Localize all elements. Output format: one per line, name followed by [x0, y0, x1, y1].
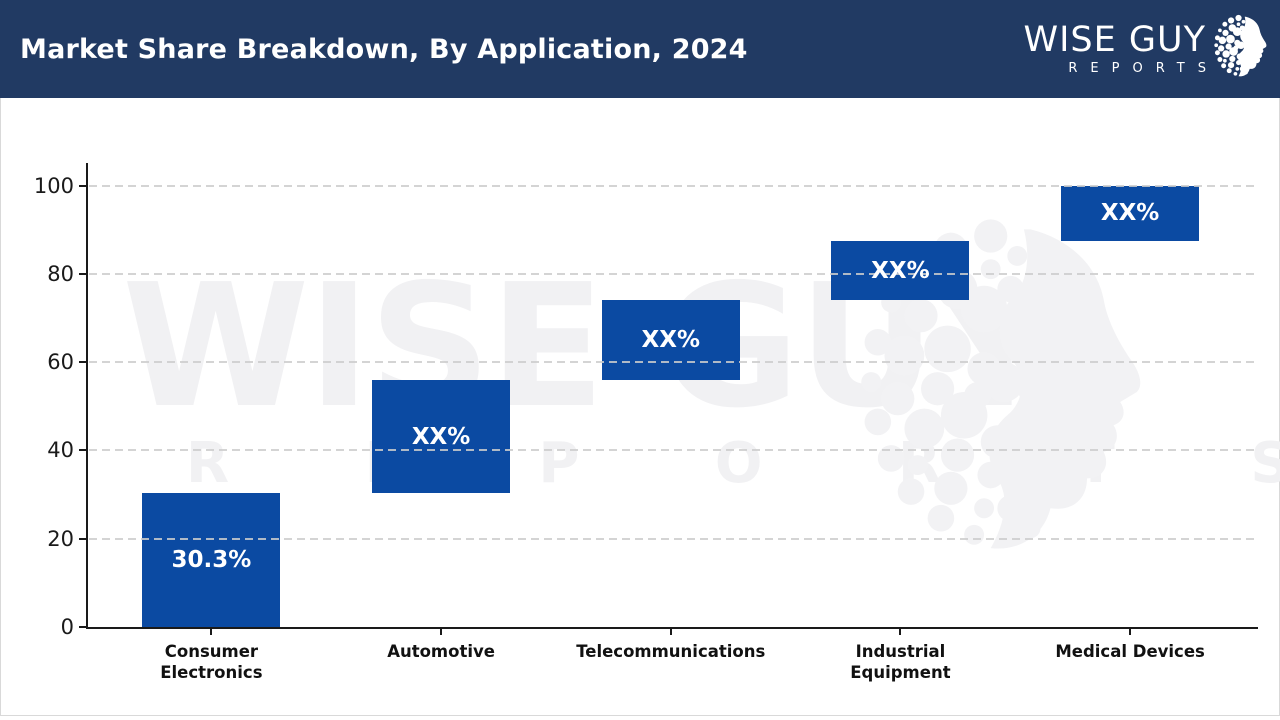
x-tick-label: Telecommunications	[576, 642, 766, 661]
y-tick-mark	[79, 626, 88, 628]
y-tick-mark	[79, 361, 88, 364]
bar	[1061, 185, 1200, 241]
wise-guy-logo: WISE GUY REPORTS	[1023, 0, 1272, 98]
bar	[831, 240, 970, 301]
x-tick-label: Medical Devices	[1055, 642, 1205, 661]
y-tick-mark	[79, 449, 88, 452]
y-tick-label: 100	[33, 173, 74, 198]
x-axis-line	[86, 627, 1258, 629]
x-tick-mark	[440, 628, 443, 635]
y-tick-label: 40	[47, 438, 74, 463]
gridline	[89, 184, 1258, 187]
y-tick-label: 0	[60, 615, 74, 639]
x-tick-mark	[669, 628, 672, 635]
x-tick-mark	[899, 628, 902, 635]
y-tick-label: 80	[47, 261, 74, 286]
page-title: Market Share Breakdown, By Application, …	[20, 33, 748, 65]
bar	[372, 379, 511, 494]
logo-text: WISE GUY REPORTS	[1023, 19, 1206, 76]
x-tick-mark	[210, 628, 213, 635]
bar-value-label: XX%	[411, 423, 471, 450]
y-tick-label: 20	[47, 526, 74, 551]
bar-value-label: XX%	[1100, 200, 1160, 227]
gridline	[89, 272, 1258, 275]
y-axis-line	[86, 163, 88, 629]
y-tick-mark	[79, 272, 88, 275]
x-tick-label: Industrial Equipment	[850, 642, 951, 682]
bar	[601, 300, 740, 380]
gridline	[89, 537, 1258, 540]
x-tick-label: Automotive	[387, 642, 495, 661]
gridline	[89, 449, 1258, 452]
logo-brand-name: WISE GUY	[1023, 19, 1206, 60]
y-tick-mark	[79, 184, 88, 187]
header-bar: Market Share Breakdown, By Application, …	[0, 0, 1280, 98]
x-tick-mark	[1129, 628, 1132, 635]
x-tick-label: Consumer Electronics	[160, 642, 263, 682]
logo-face-icon	[1210, 7, 1272, 91]
bar-value-label: XX%	[641, 327, 700, 354]
gridline	[89, 361, 1258, 364]
y-tick-mark	[79, 537, 88, 540]
bar-value-label: 30.3%	[171, 547, 252, 574]
bar-value-label: XX%	[871, 257, 930, 284]
logo-brand-subtitle: REPORTS	[1068, 60, 1219, 76]
y-tick-label: 60	[47, 350, 74, 375]
bar	[142, 493, 281, 627]
